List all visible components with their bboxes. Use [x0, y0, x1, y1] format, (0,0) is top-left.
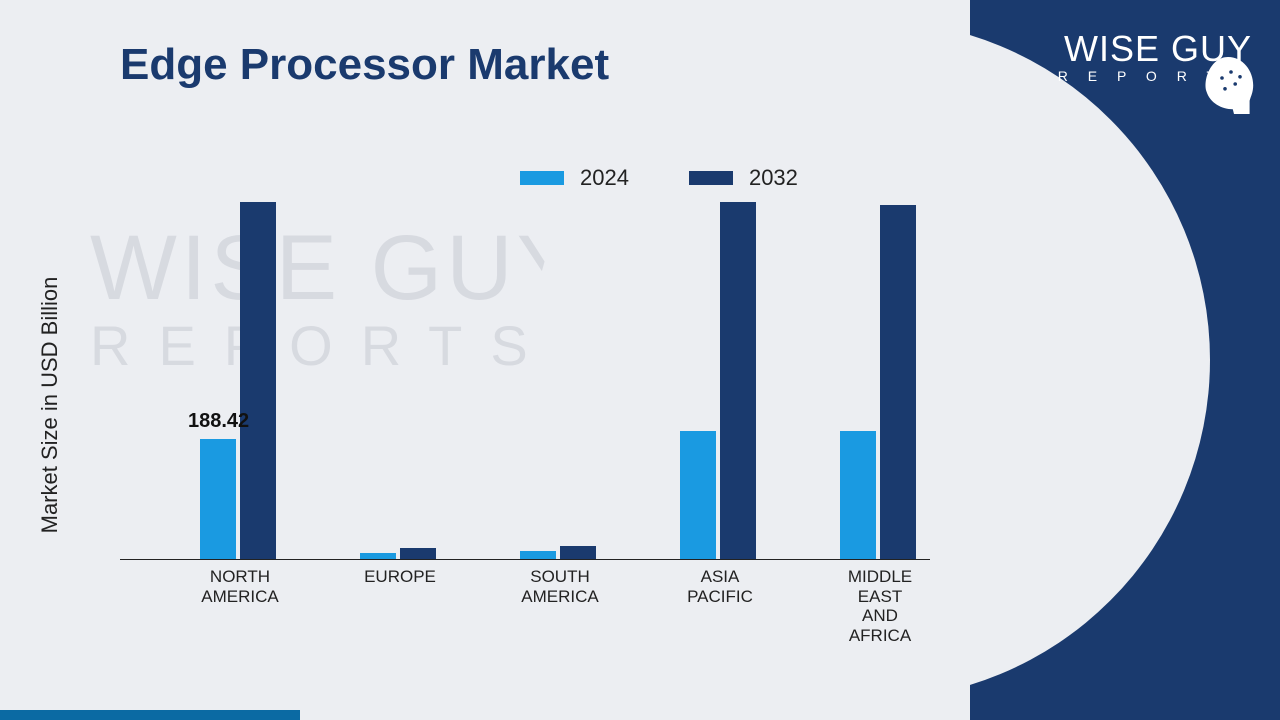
x-axis-label: MIDDLEEASTANDAFRICA: [805, 567, 955, 645]
page-title: Edge Processor Market: [120, 40, 609, 90]
bar-2032: [880, 205, 916, 559]
legend-swatch-2024: [520, 171, 564, 185]
bar-2024: [520, 551, 556, 559]
plot-area: 188.42NORTHAMERICAEUROPESOUTHAMERICAASIA…: [120, 190, 930, 560]
legend-item-2024: 2024: [520, 165, 629, 191]
right-panel: WISE GUY R E P O R T S: [970, 0, 1280, 720]
legend: 2024 2032: [520, 165, 798, 191]
x-axis-label: EUROPE: [325, 567, 475, 587]
brand-logo: WISE GUY R E P O R T S: [1058, 28, 1252, 84]
brand-head-icon: [1198, 52, 1258, 122]
bar-2024: [840, 431, 876, 559]
bar-2024: [200, 439, 236, 559]
x-axis-label: SOUTHAMERICA: [485, 567, 635, 606]
bar-2024: [680, 431, 716, 559]
legend-item-2032: 2032: [689, 165, 798, 191]
x-axis-label: ASIAPACIFIC: [645, 567, 795, 606]
y-axis-label: Market Size in USD Billion: [37, 277, 63, 534]
bottom-accent-bar: [0, 710, 300, 720]
page: WISE GUY REPORTS WISE GUY R E P O R T S …: [0, 0, 1280, 720]
bar-2032: [400, 548, 436, 559]
chart: Market Size in USD Billion 188.42NORTHAM…: [60, 190, 930, 620]
bar-2024: [360, 553, 396, 559]
bar-value-label: 188.42: [188, 410, 249, 433]
legend-label-2024: 2024: [580, 165, 629, 191]
legend-label-2032: 2032: [749, 165, 798, 191]
legend-swatch-2032: [689, 171, 733, 185]
x-axis-label: NORTHAMERICA: [165, 567, 315, 606]
bar-2032: [560, 546, 596, 559]
bar-2032: [240, 202, 276, 559]
bar-2032: [720, 202, 756, 559]
